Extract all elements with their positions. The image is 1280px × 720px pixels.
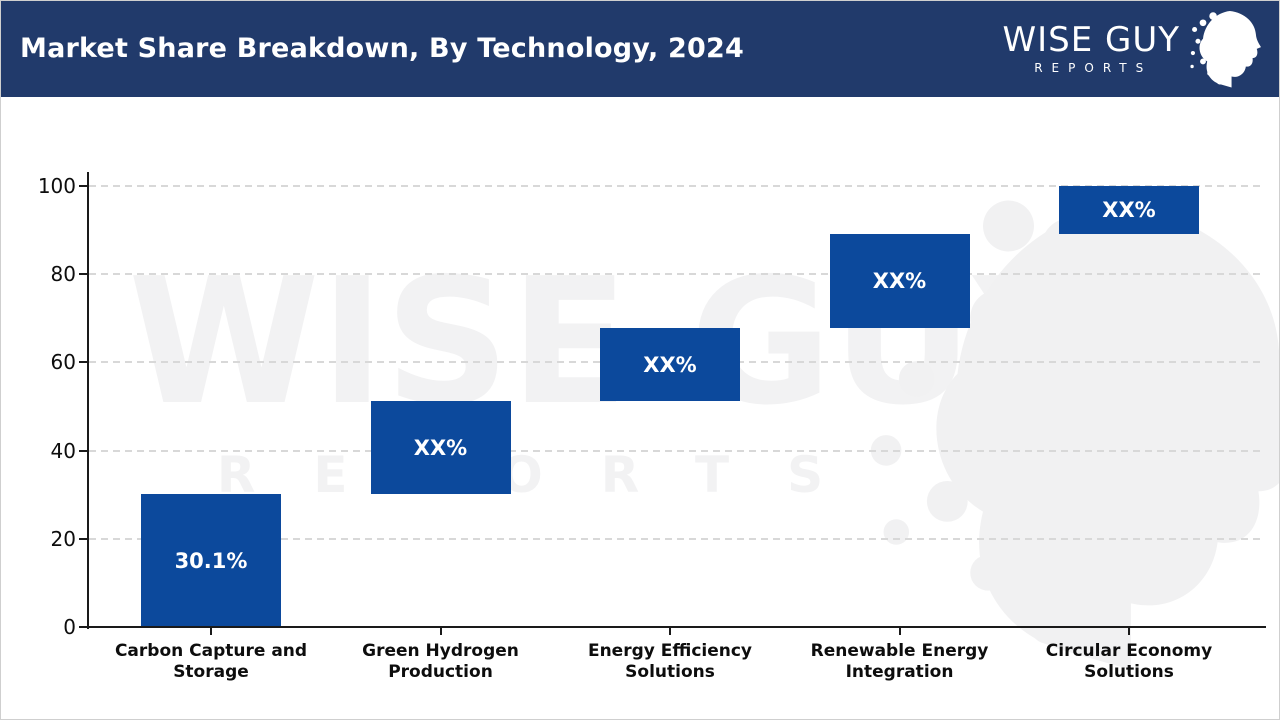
bar-value-label-4: XX% xyxy=(1102,197,1156,222)
logo-wordmark: WISE GUY xyxy=(1002,19,1180,60)
bar-value-label-2: XX% xyxy=(643,352,697,377)
x-category-label-0: Carbon Capture and Storage xyxy=(114,641,308,682)
x-axis-spine xyxy=(86,626,1266,628)
bar-3: XX% xyxy=(829,233,970,329)
wiseguy-logo: WISE GUY REPORTS xyxy=(1002,6,1266,90)
gridline-80 xyxy=(89,273,1265,276)
y-tick-label-100: 100 xyxy=(37,174,76,198)
logo-subtitle: REPORTS xyxy=(1034,60,1153,75)
bar-0: 30.1% xyxy=(141,494,281,627)
y-tick-label-0: 0 xyxy=(63,615,76,639)
x-category-label-1: Green Hydrogen Production xyxy=(362,641,519,682)
y-tick-label-60: 60 xyxy=(50,350,76,375)
logo-text: WISE GUY REPORTS xyxy=(1002,23,1180,74)
bar-4: XX% xyxy=(1059,186,1199,234)
gridline-100 xyxy=(89,185,1265,187)
y-tickmark-20 xyxy=(79,537,87,540)
y-axis-spine xyxy=(87,172,89,629)
bar-2: XX% xyxy=(600,328,740,401)
x-category-label-2: Energy Efficiency Solutions xyxy=(587,641,753,682)
bar-value-label-3: XX% xyxy=(872,269,927,294)
y-tickmark-80 xyxy=(79,273,87,276)
y-tick-label-40: 40 xyxy=(50,438,76,463)
y-tick-label-20: 20 xyxy=(50,526,76,551)
bar-1: XX% xyxy=(370,400,511,495)
x-tickmark-1 xyxy=(439,628,442,635)
y-tick-label-80: 80 xyxy=(50,262,76,287)
x-tickmark-4 xyxy=(1128,628,1130,635)
logo-face-icon xyxy=(1190,11,1261,88)
gridline-20 xyxy=(89,537,1265,540)
x-category-label-3: Renewable Energy Integration xyxy=(810,641,989,682)
x-tickmark-0 xyxy=(210,628,212,635)
x-tickmark-2 xyxy=(669,628,671,635)
x-category-label-4: Circular Economy Solutions xyxy=(1045,641,1213,682)
y-tickmark-60 xyxy=(79,361,87,364)
page-title: Market Share Breakdown, By Technology, 2… xyxy=(20,33,745,64)
y-tickmark-40 xyxy=(79,449,87,452)
x-tickmark-3 xyxy=(898,628,901,635)
header-banner: Market Share Breakdown, By Technology, 2… xyxy=(0,0,1280,97)
bar-value-label-0: 30.1% xyxy=(174,548,248,573)
y-tickmark-0 xyxy=(79,626,87,628)
bar-value-label-1: XX% xyxy=(413,435,468,460)
y-tickmark-100 xyxy=(79,185,87,187)
gridline-40 xyxy=(89,449,1265,452)
